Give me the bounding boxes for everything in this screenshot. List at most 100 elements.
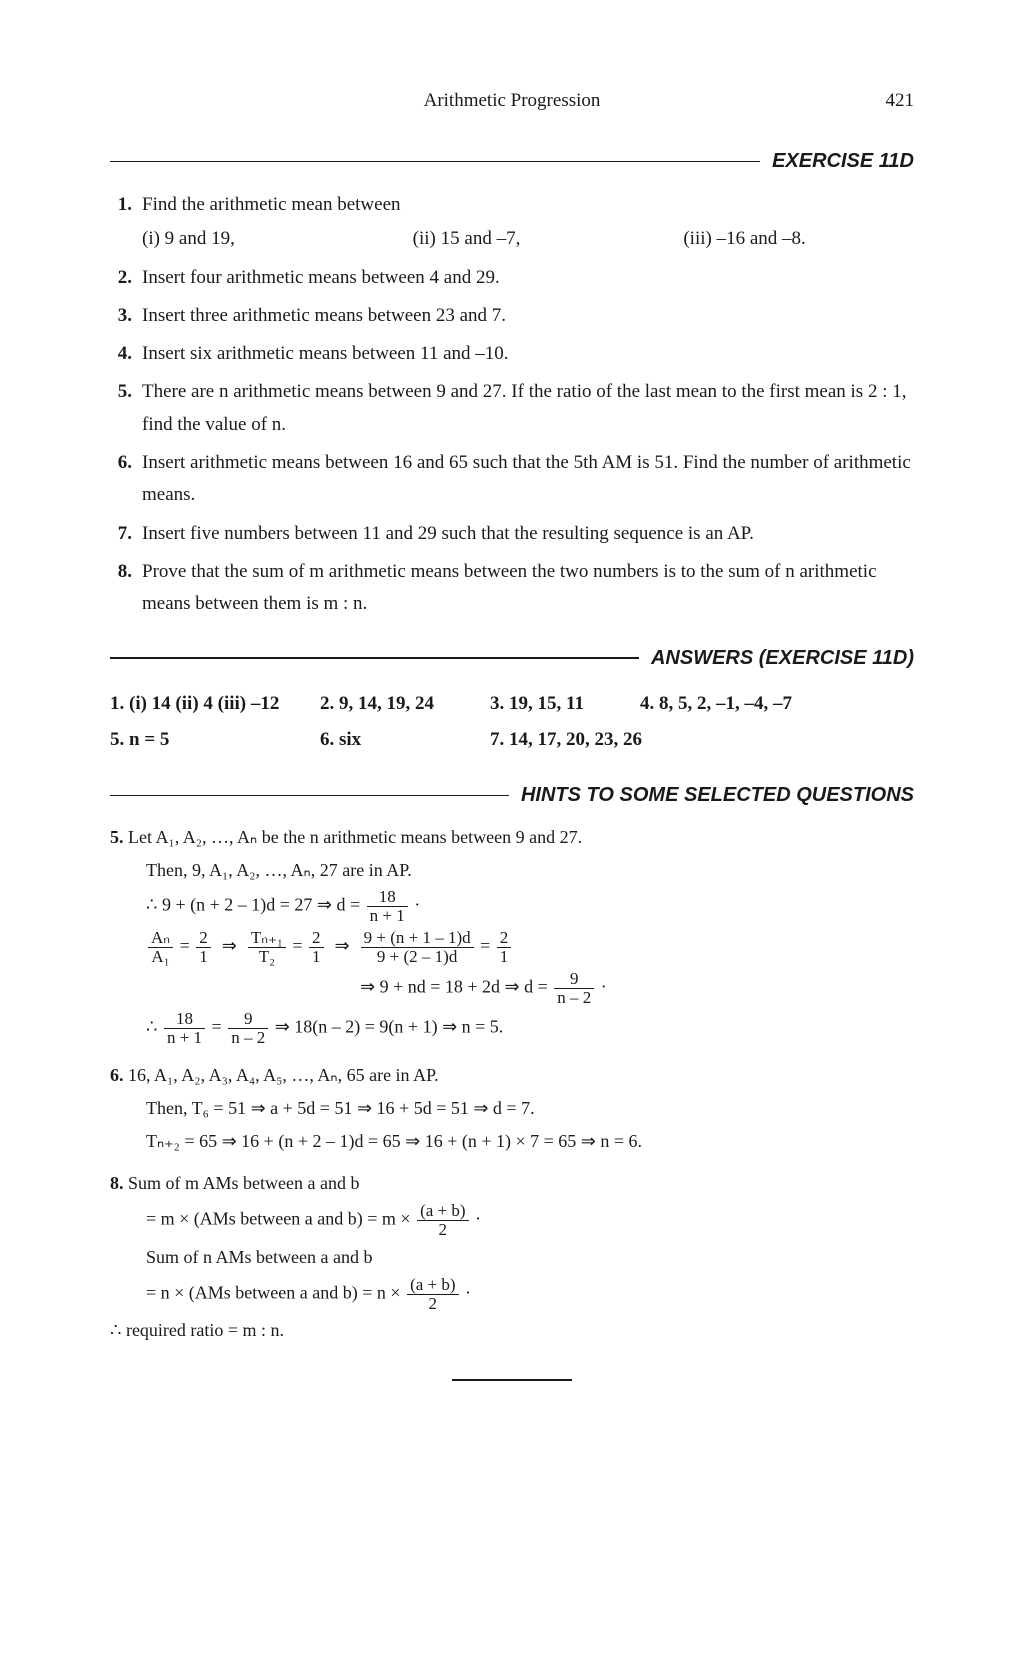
frac-top: 9 [228,1010,268,1029]
question-text: Insert four arithmetic means between 4 a… [142,262,914,294]
question-body: Find the arithmetic mean between (i) 9 a… [142,189,914,256]
answers-row: 1. (i) 14 (ii) 4 (iii) –12 2. 9, 14, 19,… [110,686,914,722]
frac-bot: 1 [309,948,324,966]
hint-text: Tₙ₊₂ = 65 ⇒ 16 + (n + 2 – 1)d = 65 ⇒ 16 … [110,1127,914,1156]
hint-number: 8. [110,1173,128,1193]
question-number: 2. [110,262,142,294]
eq-text: · [465,1282,471,1302]
question-subparts: (i) 9 and 19, (ii) 15 and –7, (iii) –16 … [142,223,914,255]
frac-bot: 2 [407,1295,458,1313]
question-number: 6. [110,447,142,512]
fraction: (a + b)2 [417,1202,468,1239]
fraction: 21 [309,929,324,966]
eq-text: ∴ 9 + (n + 2 – 1)d = 27 ⇒ d = [146,895,360,915]
fraction: (a + b)2 [407,1276,458,1313]
hint-6: 6. 16, A₁, A₂, A₃, A₄, A₅, …, Aₙ, 65 are… [110,1061,914,1155]
frac-top: 18 [367,888,408,907]
question-2: 2.Insert four arithmetic means between 4… [110,262,914,294]
exercise-divider: EXERCISE 11D [110,150,914,173]
eq-text: · [475,1209,481,1229]
answer-7: 7. 14, 17, 20, 23, 26 [490,722,914,758]
frac-bot: n – 2 [554,989,594,1007]
answer-6: 6. six [320,722,490,758]
hints-block: 5. Let A₁, A₂, …, Aₙ be the n arithmetic… [110,823,914,1346]
question-6: 6.Insert arithmetic means between 16 and… [110,447,914,512]
hint-equation: ⇒ 9 + nd = 18 + 2d ⇒ d = 9n – 2 · [110,970,914,1007]
question-text: Insert arithmetic means between 16 and 6… [142,447,914,512]
hint-text: Let A₁, A₂, …, Aₙ be the n arithmetic me… [128,827,582,847]
question-8: 8.Prove that the sum of m arithmetic mea… [110,556,914,621]
answers-divider: ANSWERS (EXERCISE 11D) [110,647,914,670]
frac-top: 9 [554,970,594,989]
eq-text: · [601,976,607,996]
hint-5: 5. Let A₁, A₂, …, Aₙ be the n arithmetic… [110,823,914,1047]
eq-text: = m × (AMs between a and b) = m × [146,1209,411,1229]
hint-text: Sum of n AMs between a and b [110,1243,914,1272]
hint-text: Then, 9, A₁, A₂, …, Aₙ, 27 are in AP. [110,856,914,885]
question-text: Insert five numbers between 11 and 29 su… [142,518,914,550]
question-number: 1. [110,189,142,256]
hint-equation: ∴ 9 + (n + 2 – 1)d = 27 ⇒ d = 18n + 1 · [110,888,914,925]
subpart-i: (i) 9 and 19, [142,223,373,255]
hints-divider: HINTS TO SOME SELECTED QUESTIONS [110,784,914,807]
question-7: 7.Insert five numbers between 11 and 29 … [110,518,914,550]
eq-text: = n × (AMs between a and b) = n × [146,1282,401,1302]
end-rule [452,1379,572,1381]
answers-label: ANSWERS (EXERCISE 11D) [639,647,914,670]
fraction: 18n + 1 [164,1010,205,1047]
eq-text: ⇒ 18(n – 2) = 9(n + 1) ⇒ n = 5. [275,1017,504,1037]
frac-top: 9 + (n + 1 – 1)d [361,929,474,948]
page: Arithmetic Progression 421 EXERCISE 11D … [0,0,1024,1653]
question-text: Prove that the sum of m arithmetic means… [142,556,914,621]
frac-top: 18 [164,1010,205,1029]
question-1: 1. Find the arithmetic mean between (i) … [110,189,914,256]
divider-line [110,161,760,163]
hint-number: 6. [110,1065,128,1085]
frac-bot: n – 2 [228,1029,268,1047]
eq-text: · [414,895,420,915]
question-number: 5. [110,376,142,441]
question-text: Insert three arithmetic means between 23… [142,300,914,332]
hint-number: 5. [110,827,128,847]
fraction: AₙA₁ [148,929,173,966]
hint-text: Sum of m AMs between a and b [128,1173,359,1193]
answer-4: 4. 8, 5, 2, –1, –4, –7 [640,686,914,722]
question-5: 5.There are n arithmetic means between 9… [110,376,914,441]
question-text: Insert six arithmetic means between 11 a… [142,338,914,370]
frac-bot: 2 [417,1221,468,1239]
answer-text: 2. 9, 14, 19, 24 [320,693,434,714]
question-text: There are n arithmetic means between 9 a… [142,376,914,441]
hint-text: 16, A₁, A₂, A₃, A₄, A₅, …, Aₙ, 65 are in… [128,1065,439,1085]
answer-3: 3. 19, 15, 11 [490,686,640,722]
question-3: 3.Insert three arithmetic means between … [110,300,914,332]
fraction: 9n – 2 [228,1010,268,1047]
question-number: 8. [110,556,142,621]
frac-bot: n + 1 [164,1029,205,1047]
fraction: Tₙ₊₁T₂ [248,929,286,966]
answer-1: 1. (i) 14 (ii) 4 (iii) –12 [110,686,320,722]
answer-5: 5. n = 5 [110,722,320,758]
frac-top: Aₙ [148,929,173,948]
frac-top: (a + b) [417,1202,468,1221]
exercise-label: EXERCISE 11D [760,150,914,173]
question-list: 1. Find the arithmetic mean between (i) … [110,189,914,621]
frac-bot: 9 + (2 – 1)d [361,948,474,966]
eq-text: ⇒ 9 + nd = 18 + 2d ⇒ d = [360,976,548,996]
hint-equation: ∴ 18n + 1 = 9n – 2 ⇒ 18(n – 2) = 9(n + 1… [110,1010,914,1047]
hint-equation: = n × (AMs between a and b) = n × (a + b… [110,1276,914,1313]
answer-2: 2. 9, 14, 19, 24 [320,686,490,722]
fraction: 9 + (n + 1 – 1)d9 + (2 – 1)d [361,929,474,966]
hint-equation: AₙA₁ = 21 ⇒ Tₙ₊₁T₂ = 21 ⇒ 9 + (n + 1 – 1… [110,929,914,966]
running-header: Arithmetic Progression 421 [110,90,914,112]
question-number: 7. [110,518,142,550]
chapter-title: Arithmetic Progression [170,90,854,112]
hint-8: 8. Sum of m AMs between a and b = m × (A… [110,1169,914,1345]
question-number: 4. [110,338,142,370]
frac-bot: n + 1 [367,907,408,925]
fraction: 18n + 1 [367,888,408,925]
frac-top: 2 [196,929,211,948]
eq-text: ∴ [146,1017,162,1037]
answers-row: 5. n = 5 6. six 7. 14, 17, 20, 23, 26 [110,722,914,758]
frac-bot: 1 [497,948,512,966]
divider-line [110,795,509,797]
